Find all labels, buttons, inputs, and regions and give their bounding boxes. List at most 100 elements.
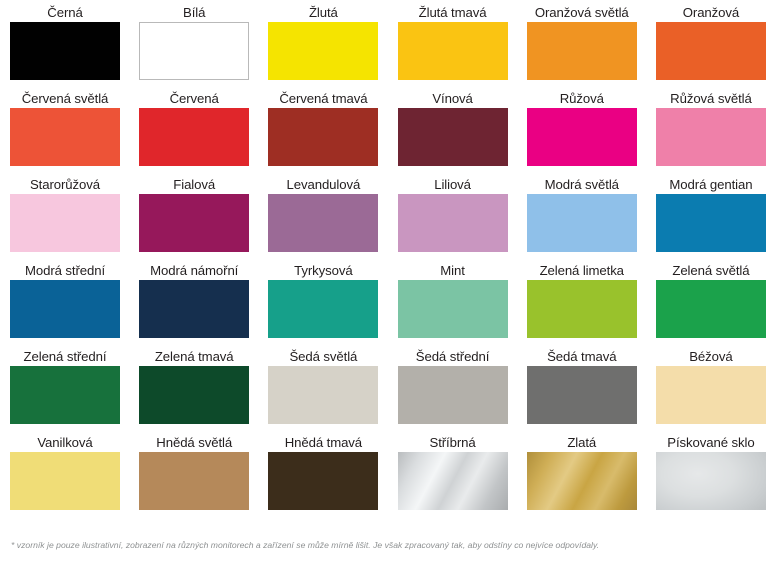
- swatch-cell[interactable]: Šedá tmavá: [526, 348, 656, 434]
- swatch-color-chip[interactable]: [526, 452, 637, 510]
- swatch-color-chip[interactable]: [397, 22, 508, 80]
- swatch-label: Tyrkysová: [294, 263, 353, 278]
- swatch-cell[interactable]: Oranžová: [655, 4, 775, 90]
- swatch-cell[interactable]: Zelená limetka: [526, 262, 656, 348]
- swatch-color-chip[interactable]: [526, 22, 637, 80]
- swatch-color-chip[interactable]: [10, 452, 120, 510]
- swatch-color-chip[interactable]: [139, 108, 250, 166]
- swatch-cell[interactable]: Modrá světlá: [526, 176, 656, 262]
- swatch-cell[interactable]: Tyrkysová: [268, 262, 397, 348]
- footnote-disclaimer: * vzorník je pouze ilustrativní, zobraze…: [11, 540, 600, 550]
- swatch-cell[interactable]: Vínová: [397, 90, 527, 176]
- swatch-label: Hnědá tmavá: [284, 435, 363, 450]
- swatch-cell[interactable]: Černá: [10, 4, 139, 90]
- swatch-color-chip[interactable]: [655, 280, 766, 338]
- swatch-cell[interactable]: Modrá střední: [10, 262, 139, 348]
- swatch-cell[interactable]: Růžová světlá: [655, 90, 775, 176]
- swatch-cell[interactable]: Červená: [139, 90, 268, 176]
- swatch-color-chip[interactable]: [268, 452, 379, 510]
- swatch-color-chip[interactable]: [10, 194, 120, 252]
- swatch-color-chip[interactable]: [10, 22, 120, 80]
- swatch-color-chip[interactable]: [139, 22, 250, 80]
- swatch-color-chip[interactable]: [526, 280, 637, 338]
- swatch-color-chip[interactable]: [268, 280, 379, 338]
- swatch-color-chip[interactable]: [655, 22, 766, 80]
- swatch-color-chip[interactable]: [397, 108, 508, 166]
- swatch-cell[interactable]: Šedá světlá: [268, 348, 397, 434]
- swatch-label: Oranžová světlá: [534, 5, 629, 20]
- swatch-cell[interactable]: Červená světlá: [10, 90, 139, 176]
- swatch-label: Zlatá: [567, 435, 597, 450]
- swatch-cell[interactable]: Růžová: [526, 90, 656, 176]
- swatch-color-chip[interactable]: [397, 194, 508, 252]
- swatch-color-chip[interactable]: [397, 452, 508, 510]
- swatch-label: Zelená limetka: [539, 263, 624, 278]
- swatch-color-chip[interactable]: [139, 194, 250, 252]
- swatch-label: Žlutá tmavá: [418, 5, 487, 20]
- swatch-label: Starorůžová: [29, 177, 100, 192]
- swatch-label: Levandulová: [286, 177, 361, 192]
- swatch-label: Šedá střední: [415, 349, 490, 364]
- swatch-cell[interactable]: Hnědá světlá: [139, 434, 268, 520]
- swatch-cell[interactable]: Pískované sklo: [655, 434, 775, 520]
- swatch-grid: Černá Bílá Žlutá Žlutá tmavá Oranžová světlá…: [10, 4, 775, 520]
- swatch-label: Hnědá světlá: [156, 435, 233, 450]
- swatch-cell[interactable]: Mint: [397, 262, 527, 348]
- swatch-color-chip[interactable]: [397, 280, 508, 338]
- swatch-cell[interactable]: Liliová: [397, 176, 527, 262]
- swatch-color-chip[interactable]: [139, 366, 250, 424]
- swatch-cell[interactable]: Zlatá: [526, 434, 656, 520]
- swatch-color-chip[interactable]: [526, 366, 637, 424]
- swatch-color-chip[interactable]: [397, 366, 508, 424]
- swatch-color-chip[interactable]: [655, 108, 766, 166]
- swatch-label: Červená světlá: [21, 91, 109, 106]
- swatch-label: Oranžová: [682, 5, 740, 20]
- swatch-label: Modrá světlá: [544, 177, 619, 192]
- swatch-color-chip[interactable]: [139, 452, 250, 510]
- swatch-cell[interactable]: Modrá gentian: [655, 176, 775, 262]
- swatch-color-chip[interactable]: [655, 194, 766, 252]
- swatch-label: Zelená světlá: [672, 263, 750, 278]
- swatch-color-chip[interactable]: [655, 452, 766, 510]
- swatch-color-chip[interactable]: [526, 108, 637, 166]
- swatch-color-chip[interactable]: [10, 108, 120, 166]
- swatch-label: Růžová světlá: [670, 91, 752, 106]
- swatch-color-chip[interactable]: [268, 22, 379, 80]
- swatch-color-chip[interactable]: [10, 366, 120, 424]
- swatch-label: Pískované sklo: [667, 435, 755, 450]
- swatch-cell[interactable]: Zelená střední: [10, 348, 139, 434]
- swatch-cell[interactable]: Bílá: [139, 4, 268, 90]
- swatch-cell[interactable]: Žlutá: [268, 4, 397, 90]
- swatch-label: Červená tmavá: [279, 91, 368, 106]
- swatch-cell[interactable]: Červená tmavá: [268, 90, 397, 176]
- swatch-cell[interactable]: Žlutá tmavá: [397, 4, 527, 90]
- swatch-cell[interactable]: Oranžová světlá: [526, 4, 656, 90]
- swatch-label: Vínová: [432, 91, 473, 106]
- swatch-cell[interactable]: Hnědá tmavá: [268, 434, 397, 520]
- swatch-cell[interactable]: Béžová: [655, 348, 775, 434]
- swatch-color-chip[interactable]: [655, 366, 766, 424]
- swatch-color-chip[interactable]: [268, 108, 379, 166]
- swatch-label: Vanilková: [37, 435, 93, 450]
- swatch-color-chip[interactable]: [268, 194, 379, 252]
- swatch-label: Červená: [169, 91, 219, 106]
- swatch-color-chip[interactable]: [268, 366, 379, 424]
- swatch-cell[interactable]: Zelená tmavá: [139, 348, 268, 434]
- swatch-color-chip[interactable]: [139, 280, 250, 338]
- swatch-cell[interactable]: Vanilková: [10, 434, 139, 520]
- swatch-label: Béžová: [689, 349, 733, 364]
- swatch-cell[interactable]: Levandulová: [268, 176, 397, 262]
- swatch-label: Růžová: [559, 91, 604, 106]
- swatch-cell[interactable]: Šedá střední: [397, 348, 527, 434]
- swatch-cell[interactable]: Modrá námořní: [139, 262, 268, 348]
- swatch-color-chip[interactable]: [10, 280, 120, 338]
- swatch-label: Modrá střední: [24, 263, 106, 278]
- swatch-color-chip[interactable]: [526, 194, 637, 252]
- swatch-label: Šedá tmavá: [547, 349, 617, 364]
- swatch-cell[interactable]: Zelená světlá: [655, 262, 775, 348]
- swatch-cell[interactable]: Starorůžová: [10, 176, 139, 262]
- swatch-cell[interactable]: Stříbrná: [397, 434, 527, 520]
- swatch-label: Mint: [440, 263, 465, 278]
- swatch-cell[interactable]: Fialová: [139, 176, 268, 262]
